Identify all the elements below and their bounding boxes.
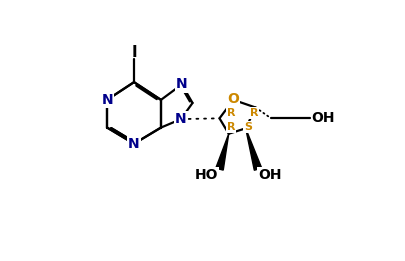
Text: R: R	[227, 122, 235, 132]
Text: N: N	[128, 137, 140, 151]
Text: R: R	[250, 108, 258, 118]
Polygon shape	[246, 128, 262, 170]
Text: N: N	[175, 112, 187, 126]
Text: N: N	[101, 93, 113, 107]
Polygon shape	[216, 134, 229, 170]
Text: R: R	[227, 108, 235, 118]
Text: OH: OH	[312, 111, 335, 124]
Text: HO: HO	[195, 168, 218, 182]
Text: OH: OH	[258, 168, 282, 182]
Text: S: S	[244, 122, 252, 132]
Text: O: O	[228, 92, 239, 106]
Text: I: I	[131, 45, 137, 60]
Text: N: N	[176, 78, 188, 91]
